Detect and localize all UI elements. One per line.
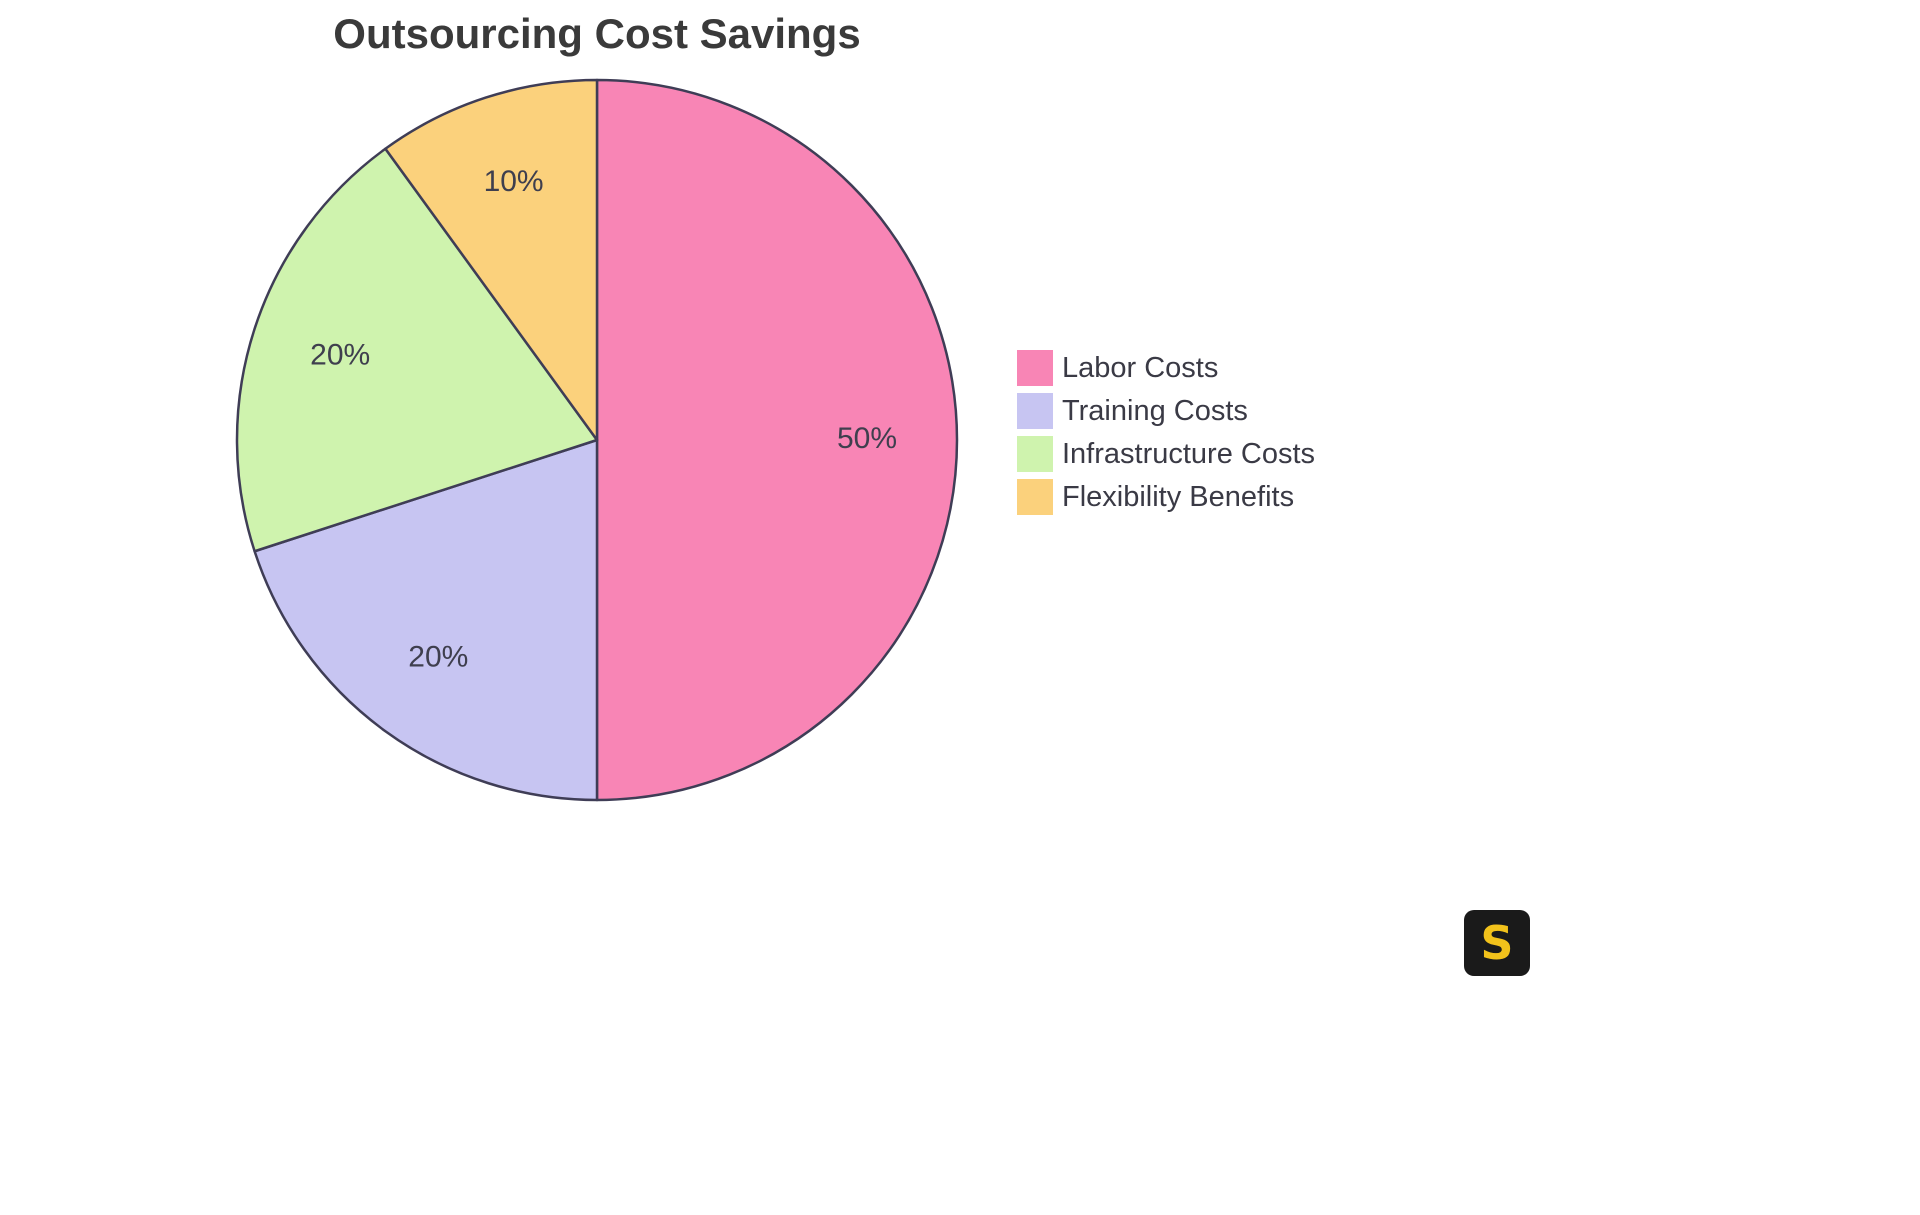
legend-swatch-flexibility-benefits: [1017, 479, 1053, 515]
legend: Labor Costs Training Costs Infrastructur…: [1017, 350, 1315, 515]
pie-slice-flexibility-benefits: [384, 78, 599, 442]
legend-item: Infrastructure Costs: [1017, 436, 1315, 472]
legend-item: Flexibility Benefits: [1017, 479, 1315, 515]
legend-label: Infrastructure Costs: [1062, 437, 1316, 470]
pie-slice-training-costs: [253, 438, 599, 802]
pie-slice-labor-costs: [595, 78, 959, 802]
legend-label: Training Costs: [1062, 394, 1248, 427]
slice-percent-label: 20%: [408, 640, 468, 673]
legend-label: Flexibility Benefits: [1062, 480, 1295, 513]
slice-percent-label: 20%: [310, 339, 370, 372]
slice-percent-label: 10%: [484, 165, 544, 198]
legend-item: Labor Costs: [1017, 350, 1315, 386]
pie-slice-infrastructure-costs: [235, 147, 599, 553]
legend-label: Labor Costs: [1062, 351, 1219, 384]
slice-percent-label: 50%: [837, 422, 897, 455]
legend-swatch-infrastructure-costs: [1017, 436, 1053, 472]
chart-title: Outsourcing Cost Savings: [333, 10, 861, 57]
legend-item: Training Costs: [1017, 393, 1315, 429]
brand-logo: S: [1464, 910, 1530, 976]
legend-swatch-labor-costs: [1017, 350, 1053, 386]
brand-logo-letter: S: [1480, 916, 1514, 970]
legend-swatch-training-costs: [1017, 393, 1053, 429]
